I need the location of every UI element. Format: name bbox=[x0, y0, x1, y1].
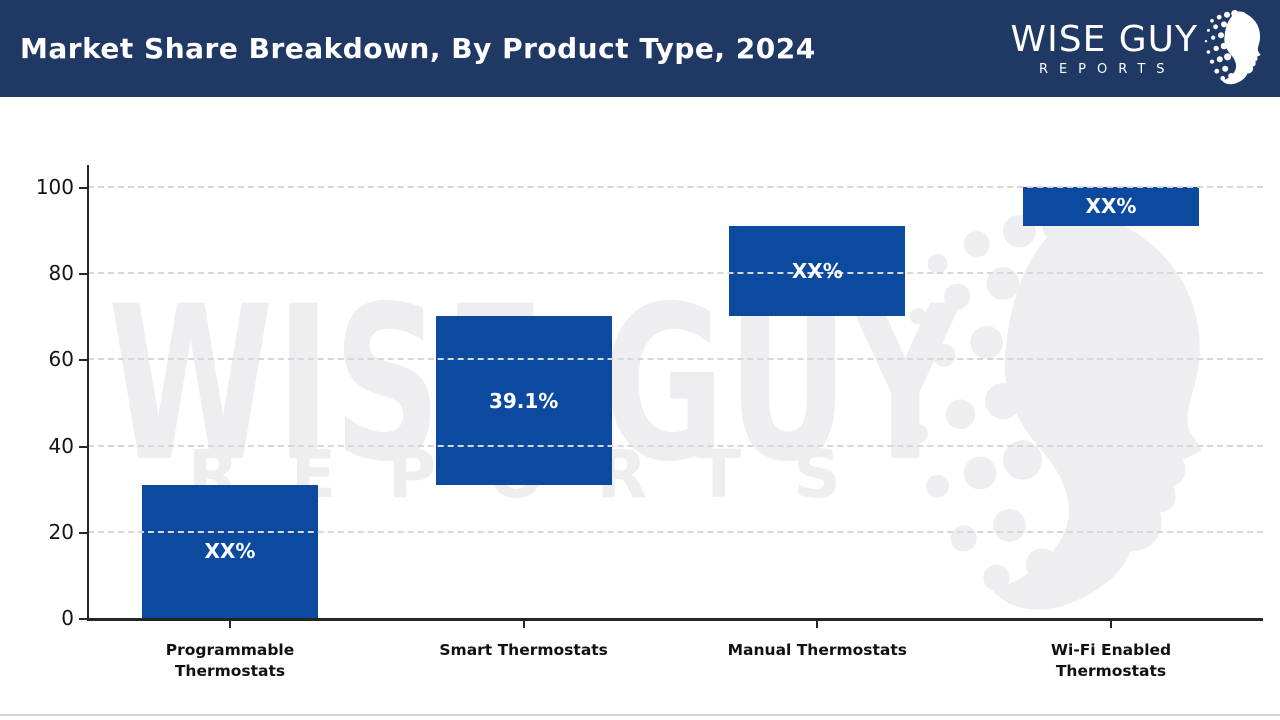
y-tick-label: 60 bbox=[48, 347, 74, 372]
x-axis-tick bbox=[1110, 621, 1112, 628]
y-axis-line bbox=[87, 165, 89, 621]
x-axis-tick bbox=[522, 621, 525, 628]
bar-value-label: 39.1% bbox=[488, 388, 559, 413]
y-tick-label: 80 bbox=[48, 261, 74, 286]
chart-bar-segment: XX% bbox=[142, 484, 318, 618]
y-axis-tick bbox=[79, 531, 87, 534]
header-bar: Market Share Breakdown, By Product Type,… bbox=[0, 0, 1280, 97]
logo-wiseguy-text: WISE GUY bbox=[1010, 19, 1198, 60]
wise-guy-reports-logo: WISE GUY REPORTS bbox=[1011, 6, 1267, 92]
x-category-label: Programmable Thermostats bbox=[165, 641, 295, 680]
y-gridline bbox=[88, 530, 1263, 533]
y-axis-tick bbox=[79, 618, 87, 620]
logo-text: WISE GUY REPORTS bbox=[1010, 19, 1199, 78]
y-axis-tick bbox=[79, 273, 87, 276]
y-tick-label: 40 bbox=[48, 433, 74, 458]
x-axis-tick bbox=[816, 621, 819, 628]
y-tick-label: 0 bbox=[61, 606, 74, 630]
x-category-label: Smart Thermostats bbox=[439, 641, 608, 659]
dotted-face-profile-icon bbox=[1204, 10, 1261, 85]
y-axis-tick bbox=[79, 187, 87, 189]
y-gridline bbox=[88, 186, 1263, 188]
chart-title: Market Share Breakdown, By Product Type,… bbox=[20, 32, 816, 65]
logo-reports-text: REPORTS bbox=[1038, 62, 1176, 77]
y-axis-tick bbox=[79, 445, 87, 448]
bottom-divider-line bbox=[0, 714, 1280, 716]
chart-bar-segment: XX% bbox=[1023, 187, 1199, 226]
bar-value-label: XX% bbox=[1085, 194, 1137, 219]
y-gridline bbox=[88, 272, 1263, 275]
y-gridline bbox=[88, 358, 1263, 361]
chart-bar-segment: XX% bbox=[729, 225, 906, 317]
x-axis-tick bbox=[229, 621, 231, 628]
y-tick-label: 100 bbox=[35, 175, 74, 199]
y-gridline bbox=[88, 444, 1263, 447]
x-axis-line bbox=[87, 618, 1263, 621]
chart-bar-segment: 39.1% bbox=[435, 316, 612, 485]
y-axis-tick bbox=[79, 359, 87, 362]
x-category-label: Wi-Fi Enabled Thermostats bbox=[1050, 641, 1172, 680]
y-tick-label: 20 bbox=[48, 519, 74, 544]
bar-value-label: XX% bbox=[791, 259, 843, 284]
bar-value-label: XX% bbox=[204, 539, 256, 564]
x-category-label: Manual Thermostats bbox=[727, 641, 908, 659]
